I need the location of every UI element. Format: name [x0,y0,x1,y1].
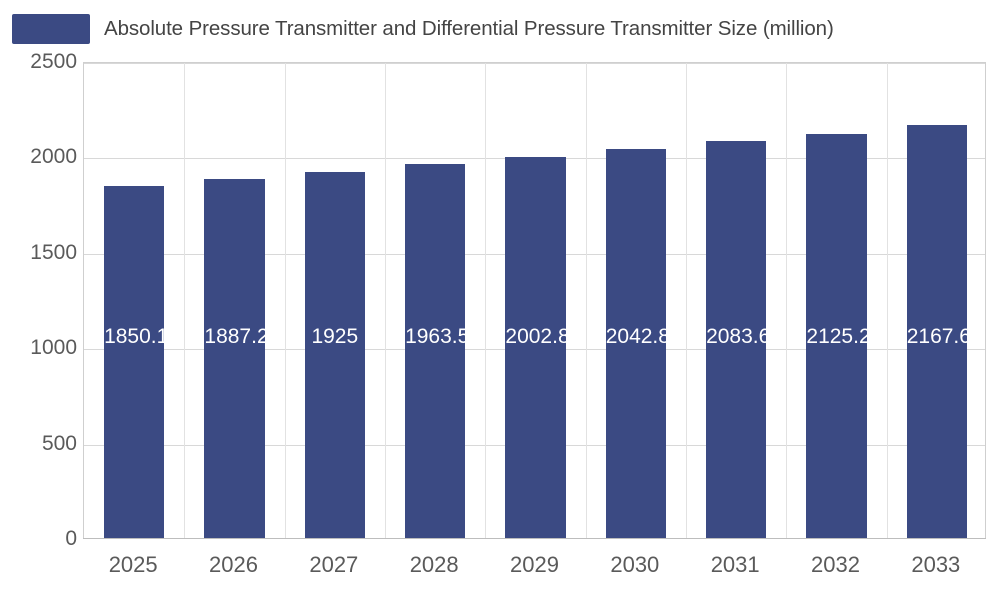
gridline-vertical [886,63,888,539]
gridline-vertical [284,63,286,539]
plot-area: 1850.1 1887.2 1925 1963.5 2002.8 2042.8 2083.6… [83,62,986,539]
x-axis-tick-label: 2031 [710,552,760,577]
bar[interactable] [104,186,165,539]
bar-value-label: 2002.8 [505,325,570,349]
gridline-horizontal [84,63,985,64]
x-axis-tick-label: 2033 [911,552,961,577]
bar[interactable] [806,133,867,539]
bar[interactable] [204,178,265,539]
bar-value-label: 1887.2 [204,325,269,349]
gridline-vertical [786,63,788,539]
y-axis-tick-label: 1500 [30,240,77,264]
y-axis-tick-label: 500 [41,431,77,455]
gridline-vertical [385,63,386,539]
gridline-vertical [686,63,687,539]
chart-legend: Absolute Pressure Transmitter and Differ… [12,12,834,46]
gridline-vertical [184,63,186,539]
x-axis-tick-label: 2030 [610,552,660,577]
bar-value-label: 1963.5 [405,325,470,349]
bar[interactable] [605,149,666,539]
y-axis: 0 500 1000 1500 2000 2500 [0,0,77,600]
bar-value-label: 2083.6 [706,325,771,349]
x-axis-tick-label: 2027 [309,552,359,577]
gridline-vertical [585,63,587,539]
x-axis-tick-label: 2029 [510,552,559,577]
x-axis-tick-label: 2025 [108,552,158,577]
bar[interactable] [505,156,566,539]
x-axis-tick-label: 2028 [409,552,459,577]
bar-value-label: 2125.2 [806,325,871,349]
bar[interactable] [706,141,767,539]
bar-value-label: 2167.6 [906,325,971,349]
y-axis-tick-label: 0 [65,527,77,550]
bar-value-label: 1850.1 [104,325,169,349]
x-axis-tick-label: 2026 [209,552,258,577]
bar[interactable] [405,164,466,539]
x-axis-line [83,538,986,539]
y-axis-tick-label: 1000 [30,336,77,360]
x-axis-tick-label: 2032 [811,552,860,577]
y-axis-tick-label: 2500 [30,50,77,73]
legend-label: Absolute Pressure Transmitter and Differ… [104,17,834,40]
bar[interactable] [906,125,967,539]
bar-value-label: 1925 [311,325,359,349]
bar-value-label: 2042.8 [605,325,670,349]
legend-color-swatch [12,14,90,44]
y-axis-tick-label: 2000 [30,145,77,169]
bar[interactable] [304,171,365,539]
gridline-vertical [485,63,487,539]
